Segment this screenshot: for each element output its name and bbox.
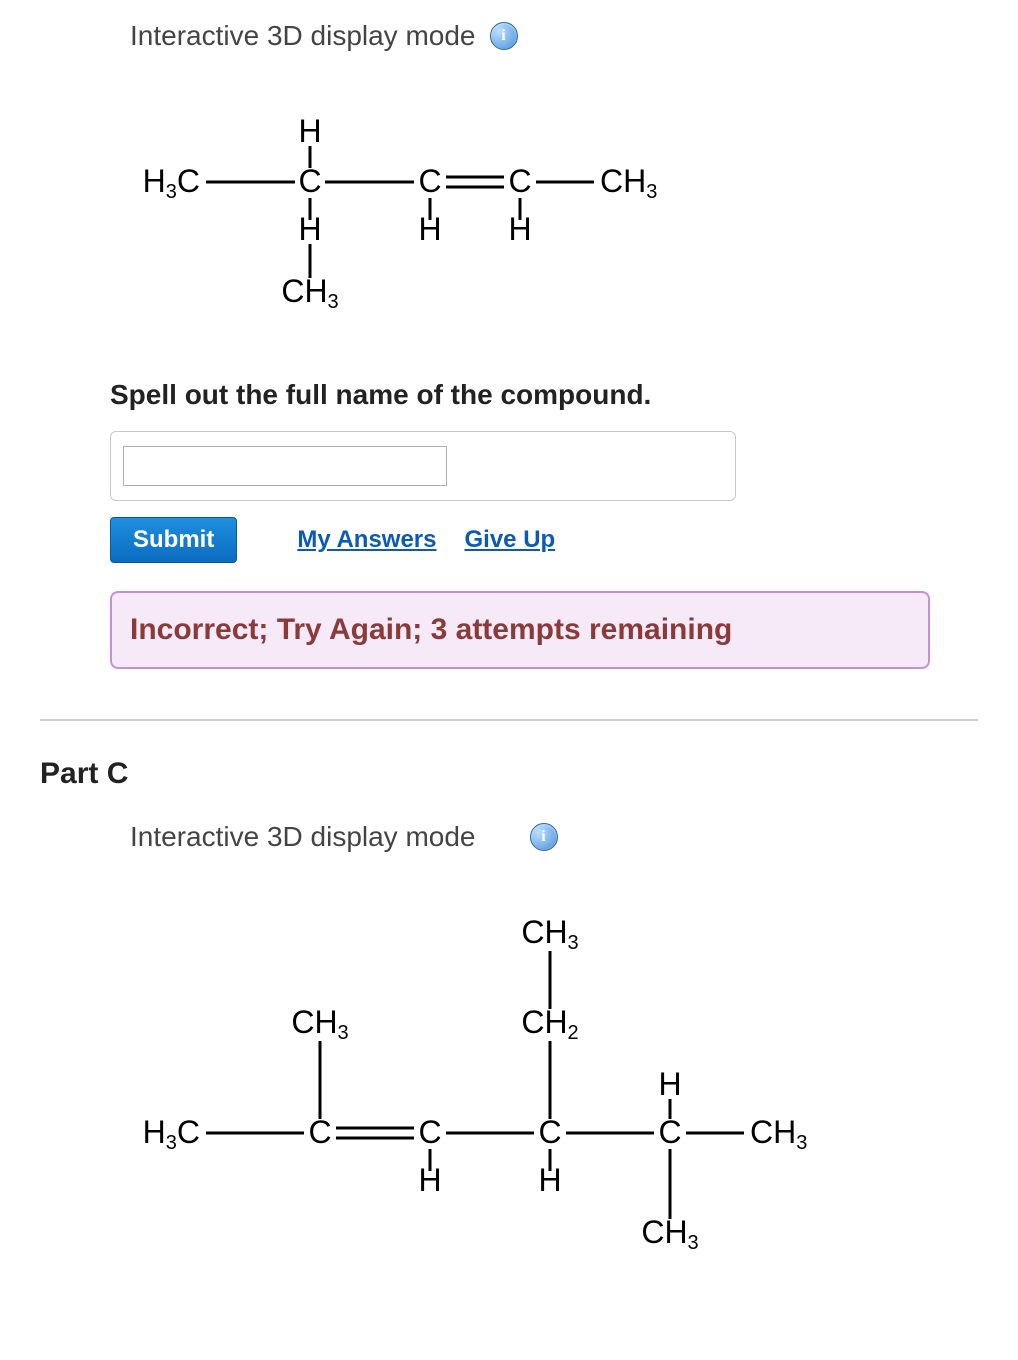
- svg-text:C: C: [508, 163, 531, 199]
- svg-text:CH3: CH3: [521, 914, 578, 954]
- svg-text:C: C: [418, 1114, 441, 1150]
- my-answers-link[interactable]: My Answers: [297, 526, 436, 554]
- section-separator: [40, 719, 978, 721]
- svg-text:CH3: CH3: [291, 1004, 348, 1044]
- svg-text:H: H: [298, 113, 321, 149]
- svg-text:H: H: [538, 1162, 561, 1198]
- svg-text:CH3: CH3: [281, 273, 338, 313]
- svg-text:H3C: H3C: [143, 163, 200, 203]
- part-c-title: Part C: [40, 757, 978, 791]
- svg-text:H: H: [658, 1066, 681, 1102]
- submit-button[interactable]: Submit: [110, 517, 237, 563]
- svg-text:C: C: [538, 1114, 561, 1150]
- action-row: Submit My Answers Give Up: [110, 517, 978, 563]
- svg-text:CH3: CH3: [641, 1214, 698, 1254]
- give-up-link[interactable]: Give Up: [465, 526, 556, 554]
- svg-text:H3C: H3C: [143, 1114, 200, 1154]
- display-mode-label-b: Interactive 3D display mode: [130, 20, 476, 52]
- svg-text:H: H: [508, 211, 531, 247]
- feedback-message: Incorrect; Try Again; 3 attempts remaini…: [110, 591, 930, 669]
- svg-text:C: C: [298, 163, 321, 199]
- svg-text:H: H: [298, 211, 321, 247]
- page-container: Interactive 3D display mode i H3CCHHCH3C…: [0, 0, 1018, 1360]
- display-mode-row-b: Interactive 3D display mode i: [130, 20, 978, 52]
- structure-diagram-c: H3CCCH3CHCHCH2CH3CHCH3CH3: [140, 873, 978, 1280]
- svg-text:CH3: CH3: [750, 1114, 807, 1154]
- svg-text:C: C: [418, 163, 441, 199]
- svg-text:CH3: CH3: [600, 163, 657, 203]
- svg-text:C: C: [308, 1114, 331, 1150]
- answer-input[interactable]: [123, 446, 447, 486]
- structure-diagram-b: H3CCHHCH3CHCHCH3: [140, 72, 978, 339]
- svg-text:H: H: [418, 211, 441, 247]
- info-icon[interactable]: i: [490, 22, 518, 50]
- svg-text:C: C: [658, 1114, 681, 1150]
- links-group: My Answers Give Up: [297, 526, 555, 554]
- answer-area: [110, 431, 736, 501]
- display-mode-label-c: Interactive 3D display mode: [130, 821, 476, 853]
- svg-text:CH2: CH2: [521, 1004, 578, 1044]
- question-prompt: Spell out the full name of the compound.: [110, 379, 978, 411]
- svg-text:H: H: [418, 1162, 441, 1198]
- info-icon[interactable]: i: [530, 823, 558, 851]
- display-mode-row-c: Interactive 3D display mode i: [130, 821, 978, 853]
